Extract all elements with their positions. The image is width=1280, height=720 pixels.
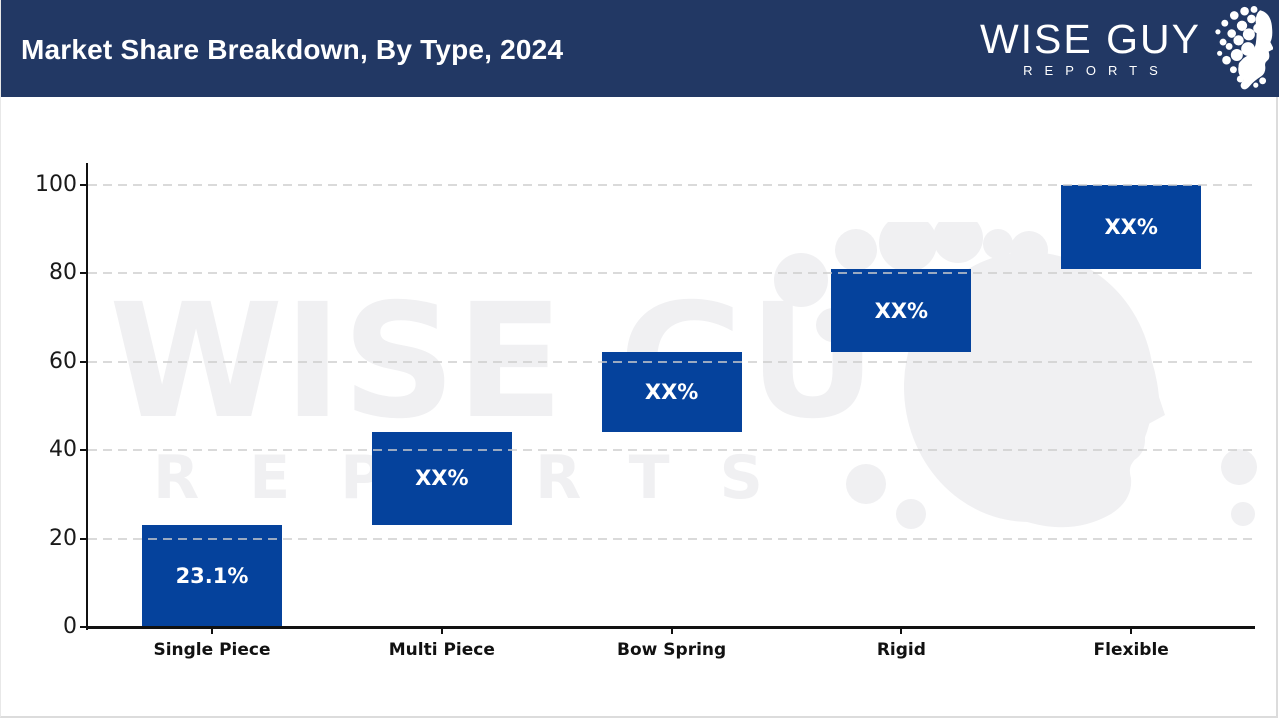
y-tick-label: 100 [35,172,77,197]
x-tick-mark [1130,628,1133,634]
x-tick-label: Rigid [876,640,926,660]
y-tick-mark [80,449,88,452]
bar-value-label: XX% [874,298,929,323]
logo-face-icon [1215,6,1273,90]
bar-value-label: 23.1% [175,563,249,588]
y-tick-label: 40 [49,437,77,463]
logo-wordmark: WISE GUY [979,16,1201,62]
y-tick-mark [80,272,88,275]
x-tick-label: Bow Spring [617,640,727,660]
x-tick-label: Flexible [1093,640,1169,660]
page-title: Market Share Breakdown, By Type, 2024 [21,34,564,65]
bar-rigid: XX% [831,268,972,353]
y-tick-mark [80,626,88,628]
watermark-face-graphic [774,222,1257,529]
gridline [88,449,1253,452]
gridline [88,360,1253,363]
y-axis-line [86,163,88,630]
x-axis-line [86,626,1255,629]
bar-value-label: XX% [415,466,469,491]
x-tick-mark [670,628,673,634]
logo-subtitle: REPORTS [1023,63,1170,78]
bar-bow-spring: XX% [601,352,742,433]
gridline [88,537,1253,540]
y-tick-label: 60 [49,348,77,374]
y-tick-mark [80,537,88,540]
x-tick-mark [900,628,903,634]
bar-value-label: XX% [1104,214,1158,239]
bar-multi-piece: XX% [371,432,512,525]
x-tick-mark [440,628,443,634]
bar-flexible: XX% [1061,185,1202,269]
gridline [88,184,1253,186]
y-tick-mark [80,184,88,186]
x-tick-mark [211,628,213,634]
y-tick-label: 0 [63,614,77,639]
bar-value-label: XX% [644,380,699,405]
bar-single-piece: 23.1% [142,524,282,627]
x-tick-label: Multi Piece [388,640,495,660]
header-bar: Market Share Breakdown, By Type, 2024 WI… [1,0,1279,97]
logo: WISE GUY REPORTS [980,18,1201,78]
gridline [88,272,1253,275]
y-tick-label: 80 [49,260,77,286]
x-tick-label: Single Piece [153,640,271,660]
y-tick-label: 20 [49,525,77,551]
y-tick-mark [80,360,88,363]
